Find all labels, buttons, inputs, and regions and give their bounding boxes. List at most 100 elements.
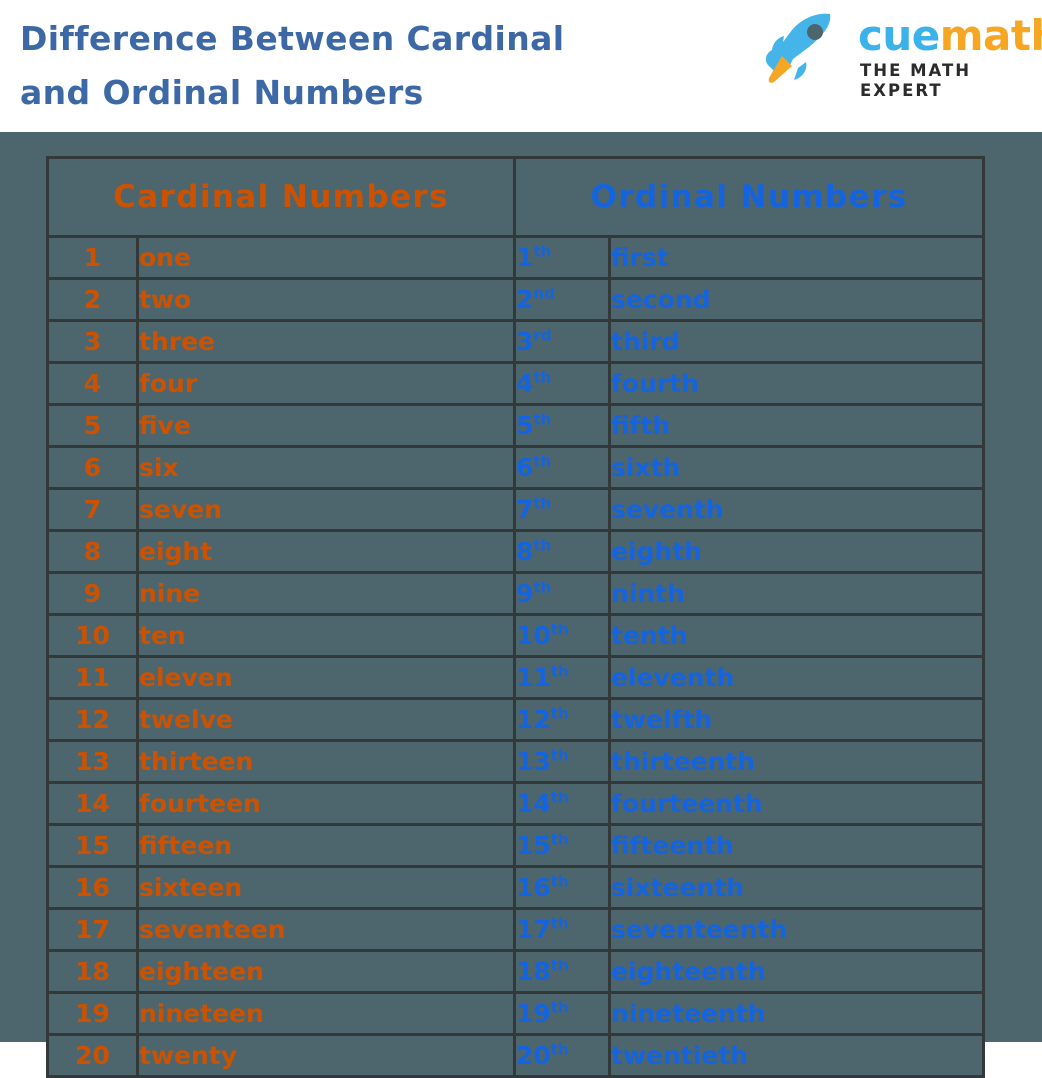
cell-ordinal-word: second (608, 277, 986, 322)
cell-cardinal-word: twenty (135, 1033, 517, 1078)
cell-ordinal-number: 2nd (513, 277, 612, 322)
cell-ordinal-word: third (608, 319, 986, 364)
cell-cardinal-number: 18 (46, 949, 139, 994)
cell-cardinal-number: 19 (46, 991, 139, 1036)
cell-ordinal-number: 6th (513, 445, 612, 490)
cell-ordinal-number: 9th (513, 571, 612, 616)
ordinal-suffix: th (550, 662, 569, 681)
cell-cardinal-number: 12 (46, 697, 139, 742)
ordinal-digits: 9 (516, 578, 534, 608)
cell-cardinal-number: 10 (46, 613, 139, 658)
ordinal-digits: 17 (516, 914, 551, 944)
cell-cardinal-number: 6 (46, 445, 139, 490)
ordinal-digits: 16 (516, 872, 551, 902)
cell-ordinal-word: thirteenth (608, 739, 986, 784)
ordinal-digits: 1 (516, 242, 534, 272)
ordinal-digits: 6 (516, 452, 534, 482)
ordinal-digits: 15 (516, 830, 551, 860)
logo-math-text: math (939, 11, 1042, 60)
cell-ordinal-word: eleventh (608, 655, 986, 700)
cell-ordinal-word: twelfth (608, 697, 986, 742)
cell-cardinal-word: two (135, 277, 517, 322)
table-row: 2 two 2nd second (46, 277, 986, 322)
cell-cardinal-word: ten (135, 613, 517, 658)
ordinal-digits: 20 (516, 1040, 551, 1070)
cell-cardinal-word: nineteen (135, 991, 517, 1036)
cell-cardinal-number: 17 (46, 907, 139, 952)
cell-cardinal-word: nine (135, 571, 517, 616)
table-row: 3 three 3rd third (46, 319, 986, 364)
ordinal-suffix: th (550, 788, 569, 807)
ordinal-digits: 18 (516, 956, 551, 986)
cuemath-logo[interactable]: cuemath THE MATH EXPERT (760, 8, 1042, 100)
rocket-icon (765, 13, 831, 83)
cell-ordinal-number: 18th (513, 949, 612, 994)
logo-cue-text: cue (858, 11, 940, 60)
cell-cardinal-word: seven (135, 487, 517, 532)
logo-tagline: THE MATH EXPERT (860, 61, 972, 100)
ordinal-suffix: th (550, 914, 569, 933)
cardinal-ordinal-table: Cardinal Numbers Ordinal Numbers 1 one 1th… (45, 156, 986, 1078)
cell-ordinal-number: 19th (513, 991, 612, 1036)
cell-ordinal-number: 1th (513, 235, 612, 280)
ordinal-suffix: th (533, 536, 552, 555)
cell-ordinal-word: fourteenth (608, 781, 986, 826)
cell-ordinal-number: 7th (513, 487, 612, 532)
ordinal-suffix: th (533, 494, 552, 513)
ordinal-digits: 5 (516, 410, 534, 440)
cell-cardinal-word: eleven (135, 655, 517, 700)
table-row: 5 five 5th fifth (46, 403, 986, 448)
cell-ordinal-number: 16th (513, 865, 612, 910)
cell-ordinal-word: fourth (608, 361, 986, 406)
table-row: 11 eleven 11th eleventh (46, 655, 986, 700)
cell-cardinal-word: four (135, 361, 517, 406)
cell-cardinal-word: five (135, 403, 517, 448)
table-row: 9 nine 9th ninth (46, 571, 986, 616)
cell-ordinal-number: 12th (513, 697, 612, 742)
table-header: Cardinal Numbers Ordinal Numbers (45, 156, 986, 238)
cell-cardinal-number: 16 (46, 865, 139, 910)
cell-cardinal-number: 20 (46, 1033, 139, 1078)
table-row: 14 fourteen 14th fourteenth (46, 781, 986, 826)
cell-cardinal-number: 4 (46, 361, 139, 406)
cell-cardinal-word: six (135, 445, 517, 490)
cell-ordinal-word: tenth (608, 613, 986, 658)
ordinal-digits: 2 (516, 284, 534, 314)
cell-ordinal-number: 11th (513, 655, 612, 700)
cell-cardinal-number: 8 (46, 529, 139, 574)
cell-cardinal-word: eighteen (135, 949, 517, 994)
cell-cardinal-number: 15 (46, 823, 139, 868)
ordinal-suffix: th (533, 368, 552, 387)
cell-cardinal-word: three (135, 319, 517, 364)
cell-cardinal-number: 3 (46, 319, 139, 364)
ordinal-suffix: th (550, 746, 569, 765)
table-row: 17 seventeen 17th seventeenth (46, 907, 986, 952)
cell-cardinal-number: 2 (46, 277, 139, 322)
cell-ordinal-number: 4th (513, 361, 612, 406)
cell-ordinal-number: 10th (513, 613, 612, 658)
cell-ordinal-word: sixth (608, 445, 986, 490)
cell-cardinal-number: 11 (46, 655, 139, 700)
table-row: 20 twenty 20th twentieth (46, 1033, 986, 1078)
table-row: 19 nineteen 19th nineteenth (46, 991, 986, 1036)
column-header-ordinal: Ordinal Numbers (513, 156, 986, 238)
ordinal-digits: 7 (516, 494, 534, 524)
table-row: 10 ten 10th tenth (46, 613, 986, 658)
ordinal-digits: 4 (516, 368, 534, 398)
cell-ordinal-word: fifth (608, 403, 986, 448)
cell-ordinal-number: 14th (513, 781, 612, 826)
table-row: 1 one 1th first (46, 235, 986, 280)
table-row: 15 fifteen 15th fifteenth (46, 823, 986, 868)
cell-cardinal-word: thirteen (135, 739, 517, 784)
cell-cardinal-word: fifteen (135, 823, 517, 868)
table-row: 7 seven 7th seventh (46, 487, 986, 532)
ordinal-digits: 10 (516, 620, 551, 650)
ordinal-digits: 11 (516, 662, 551, 692)
ordinal-suffix: th (533, 452, 552, 471)
ordinal-suffix: th (550, 998, 569, 1017)
ordinal-suffix: rd (533, 326, 552, 345)
table-row: 4 four 4th fourth (46, 361, 986, 406)
cell-ordinal-number: 3rd (513, 319, 612, 364)
cell-ordinal-number: 15th (513, 823, 612, 868)
table-header-row: Cardinal Numbers Ordinal Numbers (45, 156, 986, 238)
